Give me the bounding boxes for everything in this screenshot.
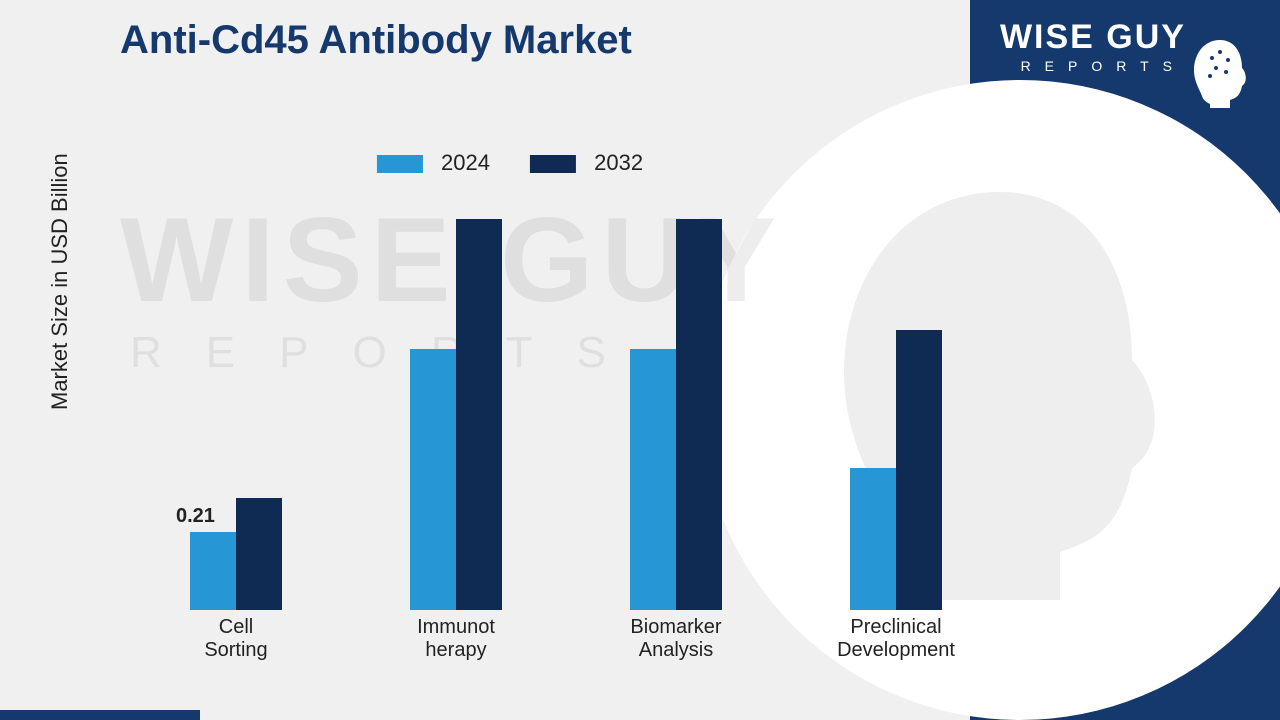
legend-item-2024: 2024 — [377, 150, 490, 176]
chart-title: Anti-Cd45 Antibody Market — [120, 18, 632, 63]
legend-swatch-2024 — [377, 155, 423, 173]
category-label: Immunotherapy — [376, 616, 536, 662]
footer-accent-bar — [0, 710, 200, 720]
bar — [630, 349, 676, 610]
category-label: PreclinicalDevelopment — [816, 616, 976, 662]
bar-group: BiomarkerAnalysis — [630, 219, 722, 610]
bar — [456, 219, 502, 610]
legend-swatch-2032 — [530, 155, 576, 173]
bar — [190, 532, 236, 610]
page: WISE GUY REPORTS Anti-Cd45 Antibody Mark… — [0, 0, 1280, 720]
legend-label-2024: 2024 — [441, 150, 490, 175]
category-label: BiomarkerAnalysis — [596, 616, 756, 662]
brand-sub: REPORTS — [1000, 58, 1186, 74]
legend: 2024 2032 — [377, 150, 643, 176]
plot-area: CellSorting0.21 Immunotherapy BiomarkerAna… — [130, 200, 960, 610]
brand-name: WISE GUY — [1000, 20, 1186, 54]
brand-logo: WISE GUY REPORTS — [1000, 20, 1250, 74]
category-label: CellSorting — [156, 616, 316, 662]
bar — [850, 468, 896, 610]
legend-item-2032: 2032 — [530, 150, 643, 176]
bar-group: Immunotherapy — [410, 219, 502, 610]
value-label: 0.21 — [176, 505, 215, 528]
bar — [896, 330, 942, 610]
bar-group: CellSorting0.21 — [190, 498, 282, 610]
bar-chart: Market Size in USD Billion 2024 2032 Cel… — [60, 150, 960, 670]
head-icon — [1190, 38, 1250, 108]
y-axis-label: Market Size in USD Billion — [47, 153, 73, 410]
legend-label-2032: 2032 — [594, 150, 643, 175]
bar — [676, 219, 722, 610]
bar — [236, 498, 282, 610]
bar — [410, 349, 456, 610]
bar-group: PreclinicalDevelopment — [850, 330, 942, 610]
